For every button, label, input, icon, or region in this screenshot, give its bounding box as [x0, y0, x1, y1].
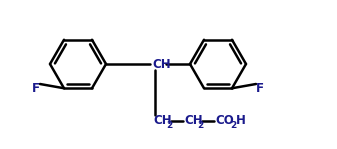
Text: 2: 2	[230, 121, 236, 129]
Text: CH: CH	[184, 114, 203, 128]
Text: F: F	[32, 82, 40, 94]
Text: 2: 2	[166, 121, 172, 129]
Text: H: H	[236, 114, 246, 128]
Text: CH: CH	[153, 114, 172, 128]
Text: CO: CO	[215, 114, 234, 128]
Text: 2: 2	[197, 121, 203, 129]
Text: CH: CH	[152, 58, 171, 70]
Text: F: F	[256, 82, 264, 94]
